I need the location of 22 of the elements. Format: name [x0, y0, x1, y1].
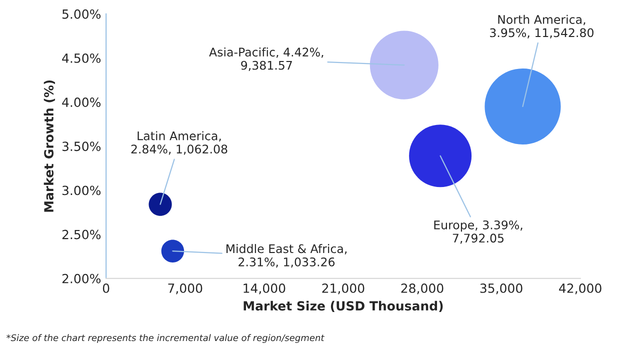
data-label: Latin America, 2.84%, 1,062.08: [131, 131, 228, 155]
y-axis-title: Market Growth (%): [44, 80, 56, 212]
y-tick-label: 4.00%: [62, 98, 101, 108]
y-tick-label: 4.50%: [62, 53, 101, 63]
data-label: Middle East & Africa, 2.31%, 1,033.26: [226, 244, 347, 268]
x-tick-label: 28,000: [401, 283, 444, 294]
x-tick-label: 42,000: [559, 283, 602, 294]
data-label: Asia-Pacific, 4.42%, 9,381.57: [209, 47, 324, 72]
x-tick-label: 35,000: [480, 283, 522, 294]
x-tick-label: 0: [102, 283, 110, 293]
y-tick-label: 2.50%: [62, 230, 101, 240]
y-tick-label: 3.00%: [62, 186, 101, 196]
x-axis-title: Market Size (USD Thousand): [244, 300, 443, 312]
text: *Size of the chart represents the incremental value of region/segment: [6, 334, 325, 343]
y-tick-label: 5.00%: [62, 9, 101, 19]
y-tick-label: 2.00%: [62, 274, 101, 284]
data-label: North America, 3.95%, 11,542.80: [490, 14, 594, 38]
data-label: Europe, 3.39%, 7,792.05: [434, 220, 522, 244]
x-tick-label: 21,000: [322, 283, 364, 294]
x-tick-label: 7,000: [168, 283, 202, 294]
y-tick-label: 3.50%: [62, 142, 101, 152]
x-tick-label: 14,000: [244, 283, 286, 294]
